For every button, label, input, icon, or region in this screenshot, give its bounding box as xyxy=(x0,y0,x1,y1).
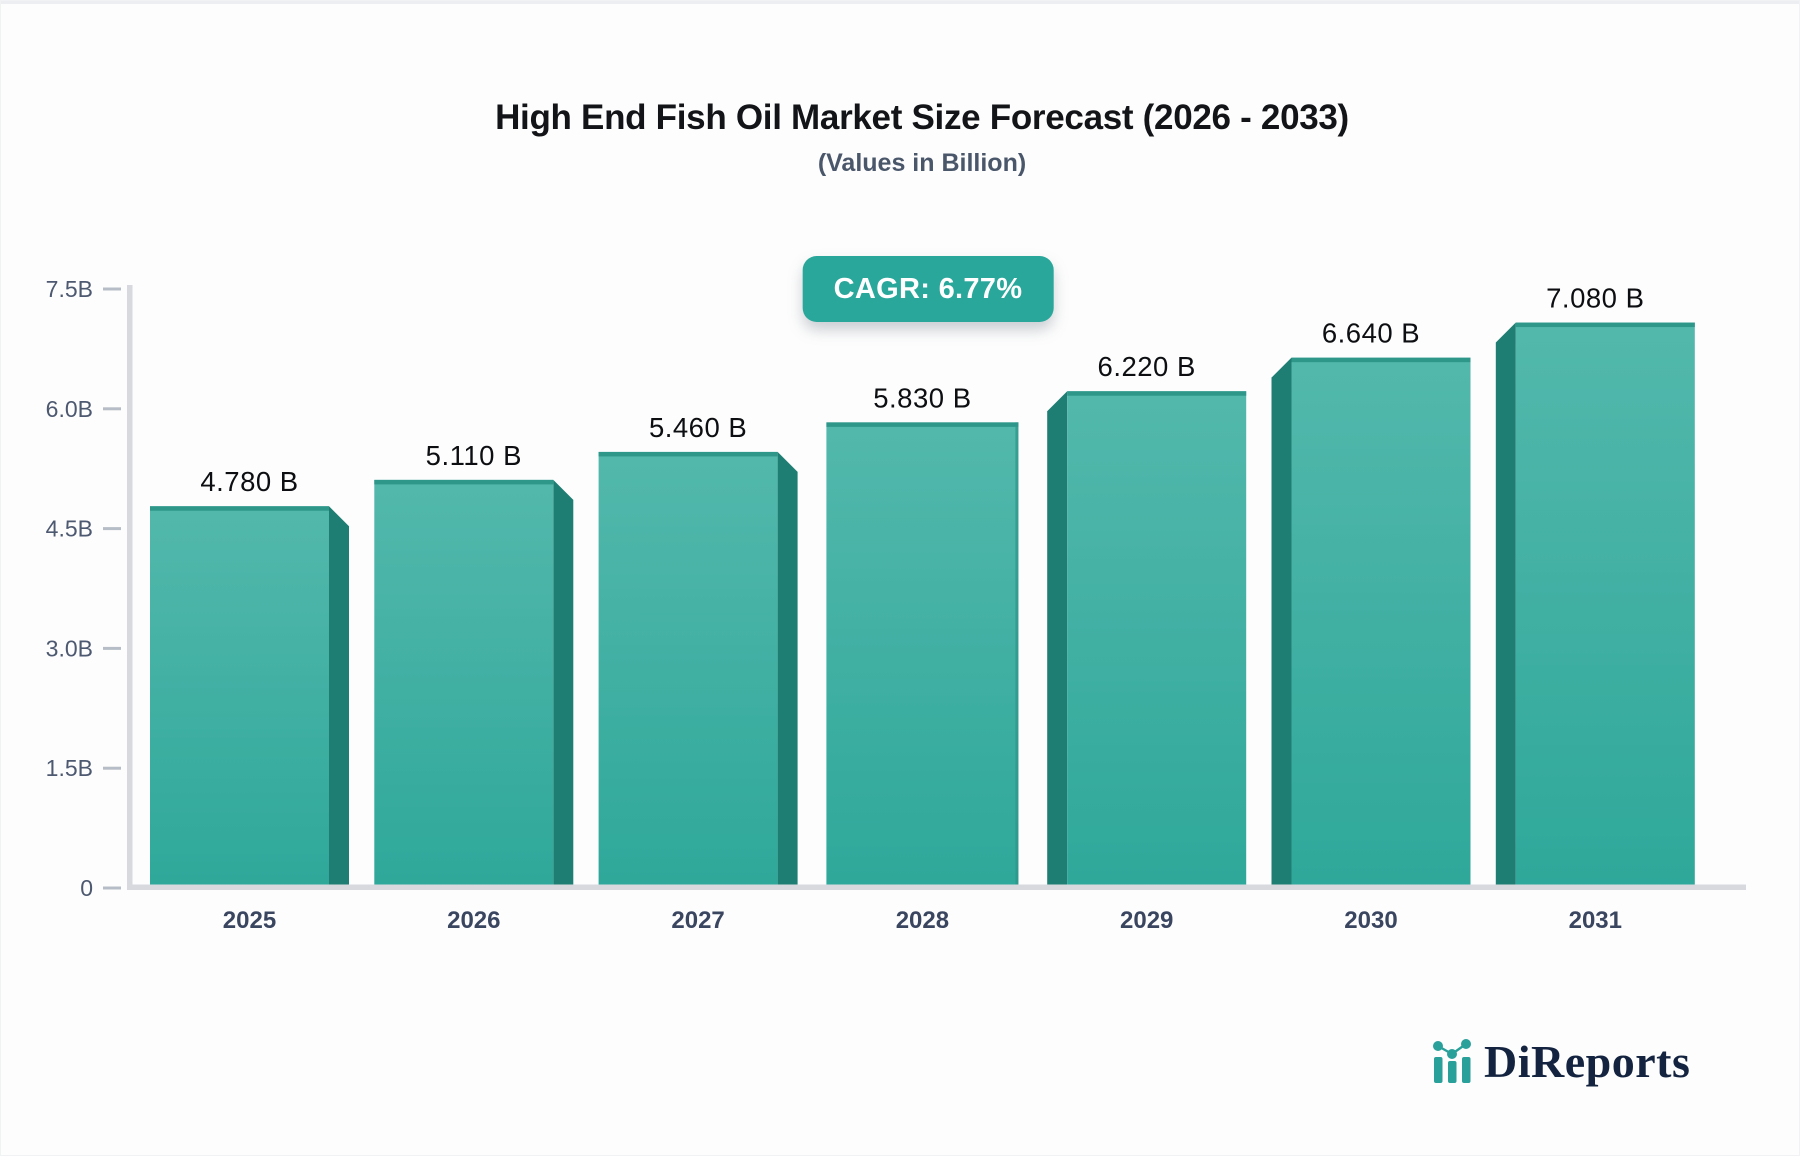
logo-bar xyxy=(1462,1057,1471,1083)
bar-top-edge xyxy=(1067,391,1247,396)
bar-2026: 5.110 B 2026 xyxy=(374,440,574,934)
bar-face xyxy=(1515,322,1695,889)
bar-2027: 5.460 B 2027 xyxy=(598,412,798,934)
bar-top-edge xyxy=(150,506,329,511)
y-tick xyxy=(103,287,121,291)
bar-top-edge xyxy=(1515,322,1695,328)
bar-face xyxy=(1067,391,1247,889)
bar-value-label: 5.830 B xyxy=(873,382,971,413)
y-tick xyxy=(103,646,121,650)
y-tick-label: 6.0B xyxy=(46,396,93,422)
chart-subtitle: (Values in Billion) xyxy=(817,149,1027,177)
bar-value-label: 5.110 B xyxy=(426,440,522,471)
x-axis-label: 2027 xyxy=(671,907,724,934)
cagr-badge: CAGR: 6.77% xyxy=(802,256,1054,322)
logo-bar xyxy=(1434,1057,1443,1083)
direports-logo-icon xyxy=(1433,1039,1471,1083)
y-tick-label: 0 xyxy=(80,875,93,901)
y-tick xyxy=(103,766,121,770)
x-axis-label: 2029 xyxy=(1120,907,1173,934)
y-axis-line xyxy=(127,285,133,890)
bar-right-edge xyxy=(1015,422,1019,889)
y-tick xyxy=(103,886,121,890)
logo-dot xyxy=(1461,1039,1471,1049)
bar-value-label: 6.640 B xyxy=(1322,318,1420,349)
x-axis-label: 2026 xyxy=(447,907,500,934)
bar-face xyxy=(150,506,329,889)
bar-2029: 6.220 B 2029 xyxy=(1047,351,1247,934)
y-tick xyxy=(103,527,121,531)
bar-side xyxy=(1047,391,1068,889)
bar-side xyxy=(553,479,574,889)
direports-logo: DiReports xyxy=(1429,1033,1690,1087)
bar-value-label: 6.220 B xyxy=(1098,351,1196,382)
bar-side xyxy=(1495,322,1516,889)
bar-top-edge xyxy=(826,422,1019,427)
x-axis-line xyxy=(127,884,1746,890)
bar-value-label: 5.460 B xyxy=(649,412,747,443)
bar-face xyxy=(598,451,778,889)
bar-side xyxy=(329,506,349,889)
bar-face xyxy=(1291,357,1471,890)
y-tick-label: 4.5B xyxy=(46,516,93,542)
bar-side xyxy=(1271,357,1292,890)
bar-face xyxy=(826,422,1019,889)
bar-top-edge xyxy=(374,479,554,485)
y-tick-label: 1.5B xyxy=(46,755,93,781)
x-axis-label: 2028 xyxy=(896,907,949,934)
chart-title: High End Fish Oil Market Size Forecast (… xyxy=(495,98,1349,137)
bar-value-label: 7.080 B xyxy=(1546,283,1644,314)
logo-dot xyxy=(1433,1041,1443,1051)
y-tick-label: 3.0B xyxy=(46,635,93,661)
bar-side xyxy=(777,451,798,889)
bar-top-edge xyxy=(598,451,778,457)
y-tick-label: 7.5B xyxy=(46,276,93,302)
logo-bar xyxy=(1448,1061,1457,1083)
bar-2025: 4.780 B 2025 xyxy=(150,466,349,934)
bar-2028: 5.830 B 2028 xyxy=(826,382,1019,934)
x-axis-label: 2031 xyxy=(1569,907,1622,934)
bar-2030: 6.640 B 2030 xyxy=(1271,318,1471,934)
y-tick xyxy=(103,407,121,411)
x-axis-label: 2030 xyxy=(1344,907,1397,934)
bar-2031: 7.080 B 2031 xyxy=(1495,283,1695,934)
bar-value-label: 4.780 B xyxy=(200,466,298,497)
direports-logo-text: DiReports xyxy=(1484,1036,1691,1087)
bar-face xyxy=(374,479,554,889)
x-axis-label: 2025 xyxy=(223,907,276,934)
bar-top-edge xyxy=(1291,357,1471,363)
logo-dot xyxy=(1447,1049,1457,1059)
